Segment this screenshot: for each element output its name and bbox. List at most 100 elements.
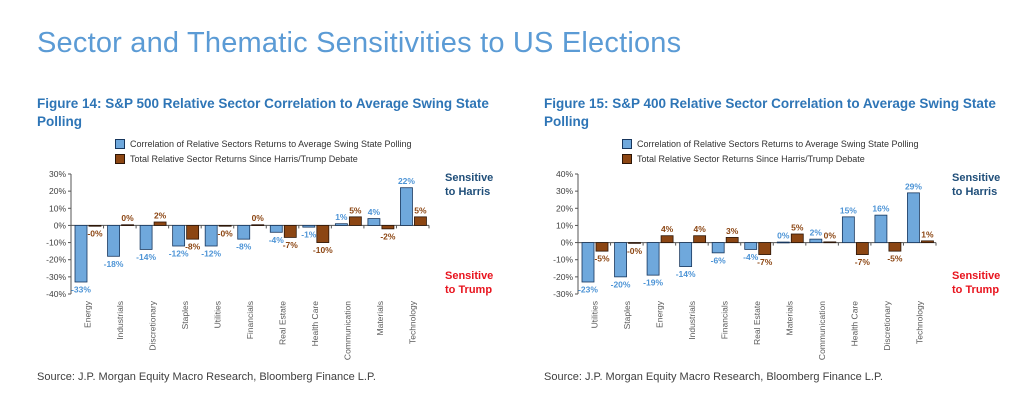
bar-value-label: 3% — [726, 226, 739, 236]
bar — [874, 214, 888, 244]
bar-value-label: 5% — [414, 205, 427, 215]
y-tick-label: -10% — [553, 255, 573, 265]
bar — [888, 242, 902, 252]
bar — [269, 225, 283, 233]
bar-value-label: -10% — [313, 245, 333, 255]
bar — [841, 216, 855, 244]
category-label: Materials — [785, 301, 795, 335]
bar — [302, 225, 316, 228]
y-tick-label: 40% — [556, 169, 573, 179]
bar-value-label: 1% — [335, 212, 348, 222]
bar-value-label: -33% — [71, 285, 91, 295]
brown-series-swatch-icon — [115, 154, 125, 165]
category-label: Real Estate — [752, 301, 762, 345]
category-label: Discretionary — [882, 300, 892, 350]
bar — [907, 192, 920, 244]
bar-value-label: -8% — [185, 242, 201, 252]
bar-value-label: -2% — [380, 231, 396, 241]
source-note: Source: J.P. Morgan Equity Macro Researc… — [37, 371, 376, 384]
bar — [107, 225, 120, 257]
bar — [711, 242, 725, 254]
sensitive-to-trump-label: Sensitive to Trump — [952, 270, 1001, 297]
bar — [921, 240, 934, 244]
category-label: Technology — [915, 300, 925, 344]
bar-value-label: 4% — [693, 224, 706, 234]
bar — [218, 225, 232, 227]
sp500-bar-chart: 30% 20% 10% 0% -10% -20% -30% -40% -33% -18% -14% -… — [46, 169, 430, 360]
y-tick-label: 0% — [54, 221, 67, 231]
bar — [334, 223, 348, 226]
bar-value-label: 22% — [398, 176, 415, 186]
bar — [758, 242, 772, 256]
bar — [693, 235, 707, 244]
bar — [381, 225, 395, 230]
brown-series-swatch-icon — [622, 154, 632, 165]
category-label: Real Estate — [278, 301, 288, 345]
bar — [88, 225, 102, 227]
bar — [74, 225, 88, 283]
legend-label: Total Relative Sector Returns Since Harr… — [130, 154, 358, 165]
annotation-column: Sensitive to Harris Sensitive to Trump — [439, 169, 519, 369]
legend-item-returns: Total Relative Sector Returns Since Harr… — [622, 154, 1024, 165]
bar-value-label: 29% — [905, 181, 922, 191]
bar-value-label: -23% — [578, 285, 598, 295]
sensitive-to-harris-label: Sensitive to Harris — [445, 172, 494, 199]
y-tick-label: -30% — [46, 272, 66, 282]
bar-value-label: 0% — [824, 230, 837, 240]
sp400-bar-chart: 40% 30% 20% 10% 0% -10% -20% -30% -23% -20% -19% -1… — [553, 169, 937, 360]
bar-value-label: 16% — [872, 204, 889, 214]
blue-series-swatch-icon — [622, 139, 632, 150]
category-label: Financials — [245, 301, 255, 339]
y-tick-label: 20% — [49, 186, 66, 196]
bar — [186, 225, 200, 240]
bar — [153, 221, 167, 226]
bar — [348, 216, 362, 226]
bar-value-label: 2% — [154, 211, 167, 221]
bar — [628, 242, 641, 244]
bar-value-label: -4% — [743, 252, 759, 262]
category-label: Industrials — [115, 301, 125, 340]
bar-value-label: 0% — [777, 231, 790, 241]
bar-value-label: -0% — [627, 246, 643, 256]
bar-value-label: -5% — [887, 254, 903, 264]
bar-value-label: -5% — [594, 254, 610, 264]
category-label: Staples — [180, 301, 190, 329]
y-tick-label: 0% — [561, 238, 574, 248]
bar — [283, 225, 297, 238]
bar-value-label: -1% — [301, 230, 317, 240]
figure-14-title: Figure 14: S&P 500 Relative Sector Corre… — [37, 96, 489, 129]
bar-value-label: -12% — [169, 249, 189, 259]
legend-label: Total Relative Sector Returns Since Harr… — [637, 154, 865, 165]
y-tick-label: -20% — [553, 272, 573, 282]
sensitive-to-trump-label: Sensitive to Trump — [445, 270, 494, 297]
category-label: Health Care — [850, 301, 860, 347]
bar — [646, 242, 660, 276]
category-label: Communication — [817, 301, 827, 360]
legend-item-returns: Total Relative Sector Returns Since Harr… — [115, 154, 524, 165]
bar-value-label: -4% — [269, 235, 285, 245]
category-label: Utilities — [589, 301, 599, 328]
y-tick-label: -30% — [553, 289, 573, 299]
legend-label: Correlation of Relative Sectors Returns … — [637, 139, 919, 150]
bar — [855, 242, 869, 256]
y-tick-label: -10% — [46, 238, 66, 248]
bar-value-label: -20% — [611, 279, 631, 289]
figure-15-panel: Figure 15: S&P 400 Relative Sector Corre… — [544, 95, 1024, 383]
bar-value-label: -6% — [711, 255, 727, 265]
category-label: Staples — [622, 301, 632, 329]
bar-value-label: -7% — [757, 257, 773, 267]
legend: Correlation of Relative Sectors Returns … — [115, 139, 524, 165]
blue-series-swatch-icon — [115, 139, 125, 150]
bar — [823, 241, 837, 244]
bar-value-label: 5% — [791, 223, 804, 233]
bar-value-label: 2% — [810, 228, 823, 238]
bar — [400, 187, 413, 226]
bar — [614, 242, 627, 278]
bar-value-label: 4% — [368, 207, 381, 217]
y-tick-label: 10% — [556, 221, 573, 231]
category-label: Energy — [654, 300, 664, 328]
legend: Correlation of Relative Sectors Returns … — [622, 139, 1024, 165]
y-tick-label: 20% — [556, 203, 573, 213]
bar-value-label: -0% — [218, 229, 234, 239]
bar — [595, 242, 609, 252]
